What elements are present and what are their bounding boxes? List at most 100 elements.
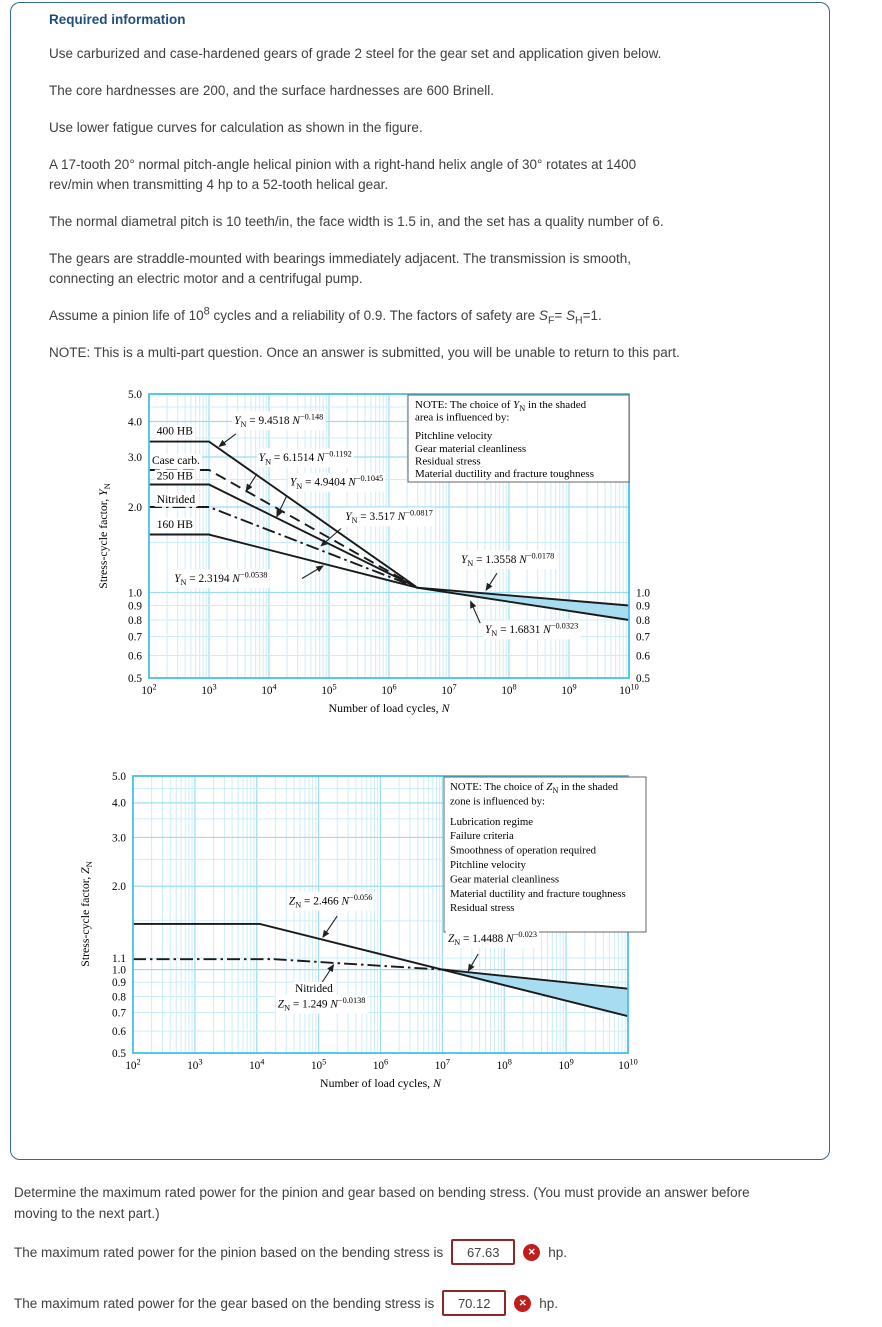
svg-text:1010: 1010 [619, 682, 638, 697]
svg-text:160 HB: 160 HB [157, 519, 193, 531]
pinion-unit-label: hp. [548, 1244, 568, 1260]
svg-text:1010: 1010 [618, 1057, 637, 1072]
svg-text:YN = 3.517 N−0.0817: YN = 3.517 N−0.0817 [345, 508, 433, 525]
problem-paragraph: The gears are straddle-mounted with bear… [49, 251, 632, 286]
svg-text:250 HB: 250 HB [157, 470, 193, 482]
gear-answer-row: The maximum rated power for the gear bas… [14, 1290, 876, 1316]
svg-text:Smoothness of operation requir: Smoothness of operation required [450, 845, 597, 857]
problem-paragraph: A 17-tooth 20° normal pitch-angle helica… [49, 157, 637, 192]
svg-text:Case carb.: Case carb. [152, 455, 200, 467]
svg-text:YN = 2.3194 N−0.0538: YN = 2.3194 N−0.0538 [174, 570, 267, 587]
svg-text:YN = 9.4518 N−0.148: YN = 9.4518 N−0.148 [234, 412, 323, 429]
incorrect-icon: ✕ [523, 1243, 541, 1261]
svg-text:YN = 1.6831 N−0.0323: YN = 1.6831 N−0.0323 [485, 621, 578, 638]
gear-answer-label: The maximum rated power for the gear bas… [14, 1295, 435, 1311]
gear-unit-label: hp. [539, 1295, 559, 1311]
svg-text:Number of load cycles, N: Number of load cycles, N [320, 1076, 442, 1090]
problem-paragraph: The core hardnesses are 200, and the sur… [49, 83, 495, 98]
svg-text:0.5: 0.5 [636, 673, 650, 685]
svg-text:Failure criteria: Failure criteria [450, 830, 514, 842]
svg-text:Gear material cleanliness: Gear material cleanliness [415, 443, 526, 455]
problem-paragraph: Assume a pinion life of 108 cycles and a… [49, 305, 602, 327]
problem-statement: Required information Use carburized and … [49, 12, 797, 380]
svg-text:4.0: 4.0 [128, 416, 142, 428]
svg-text:Pitchline velocity: Pitchline velocity [415, 430, 493, 442]
gear-answer-input[interactable] [442, 1290, 507, 1316]
svg-text:Material ductility and fractur: Material ductility and fracture toughnes… [415, 468, 594, 480]
svg-text:Stress-cycle factor, ZN: Stress-cycle factor, ZN [78, 861, 94, 966]
pinion-answer-input[interactable] [451, 1239, 516, 1265]
svg-text:0.8: 0.8 [128, 615, 142, 627]
svg-text:area is influenced by:: area is influenced by: [415, 412, 509, 424]
svg-text:0.6: 0.6 [128, 650, 142, 662]
svg-text:Gear material cleanliness: Gear material cleanliness [450, 873, 559, 885]
svg-text:Nitrided: Nitrided [157, 494, 196, 506]
pinion-answer-row: The maximum rated power for the pinion b… [14, 1239, 876, 1265]
svg-text:YN = 6.1514 N−0.1192: YN = 6.1514 N−0.1192 [259, 450, 352, 467]
pitting-stress-cycle-factor-chart: NOTE: The choice of ZN in the shadedzone… [78, 771, 647, 1090]
svg-text:1.1: 1.1 [112, 953, 126, 965]
svg-text:4.0: 4.0 [112, 798, 126, 810]
svg-text:106: 106 [381, 682, 396, 697]
svg-text:108: 108 [501, 682, 516, 697]
svg-text:107: 107 [441, 682, 456, 697]
svg-text:0.6: 0.6 [112, 1026, 126, 1038]
svg-text:107: 107 [435, 1057, 450, 1072]
svg-text:400 HB: 400 HB [157, 426, 193, 438]
svg-text:106: 106 [373, 1057, 388, 1072]
svg-text:0.7: 0.7 [128, 631, 142, 643]
svg-text:3.0: 3.0 [128, 452, 142, 464]
svg-text:0.9: 0.9 [112, 977, 126, 989]
svg-text:0.5: 0.5 [128, 673, 142, 685]
svg-text:108: 108 [497, 1057, 512, 1072]
svg-text:102: 102 [141, 682, 156, 697]
svg-text:Stress-cycle factor, YN: Stress-cycle factor, YN [96, 483, 112, 588]
svg-text:0.7: 0.7 [636, 631, 650, 643]
svg-text:Nitrided: Nitrided [295, 983, 333, 995]
pinion-answer-label: The maximum rated power for the pinion b… [14, 1244, 444, 1260]
problem-paragraph: NOTE: This is a multi-part question. Onc… [49, 345, 680, 360]
svg-text:NOTE: The choice of ZN in th: NOTE: The choice of ZN in the shaded [450, 781, 619, 795]
svg-text:YN = 4.9404 N−0.1045: YN = 4.9404 N−0.1045 [290, 474, 383, 491]
svg-text:Number of load cycles, N: Number of load cycles, N [329, 701, 451, 715]
svg-text:103: 103 [187, 1057, 202, 1072]
svg-text:Pitchline velocity: Pitchline velocity [450, 859, 526, 871]
svg-text:1.0: 1.0 [112, 964, 126, 976]
svg-text:ZN = 1.249 N−0.0138: ZN = 1.249 N−0.0138 [278, 996, 366, 1013]
svg-text:0.7: 0.7 [112, 1007, 126, 1019]
svg-text:104: 104 [249, 1057, 265, 1072]
required-information-card: Required information Use carburized and … [10, 2, 830, 1160]
svg-text:103: 103 [201, 682, 216, 697]
svg-text:3.0: 3.0 [112, 832, 126, 844]
problem-paragraph: The normal diametral pitch is 10 teeth/i… [49, 214, 664, 229]
svg-text:0.9: 0.9 [128, 600, 142, 612]
problem-paragraph: Use carburized and case-hardened gears o… [49, 46, 662, 61]
svg-text:0.6: 0.6 [636, 650, 650, 662]
svg-text:0.8: 0.8 [636, 615, 650, 627]
svg-text:104: 104 [261, 682, 277, 697]
svg-text:1.0: 1.0 [636, 587, 650, 599]
card-title: Required information [49, 12, 186, 27]
svg-text:5.0: 5.0 [128, 389, 142, 401]
svg-text:1.0: 1.0 [128, 587, 142, 599]
svg-text:Material ductility and fractur: Material ductility and fracture toughnes… [450, 888, 626, 900]
svg-text:109: 109 [558, 1057, 573, 1072]
svg-text:102: 102 [125, 1057, 140, 1072]
svg-text:Lubrication regime: Lubrication regime [450, 816, 533, 828]
problem-paragraph: Use lower fatigue curves for calculation… [49, 120, 423, 135]
question-section: Determine the maximum rated power for th… [14, 1182, 876, 1327]
svg-text:105: 105 [321, 682, 336, 697]
question-prompt: Determine the maximum rated power for th… [14, 1185, 750, 1221]
svg-text:109: 109 [561, 682, 576, 697]
svg-text:ZN = 1.4488 N−0.023: ZN = 1.4488 N−0.023 [448, 930, 537, 947]
bending-stress-cycle-factor-chart: NOTE: The choice of YN in the shadedarea… [96, 389, 650, 715]
svg-text:zone is influenced by:: zone is influenced by: [450, 795, 545, 807]
svg-text:Residual stress: Residual stress [415, 455, 481, 467]
svg-text:105: 105 [311, 1057, 326, 1072]
svg-text:YN = 1.3558 N−0.0178: YN = 1.3558 N−0.0178 [461, 551, 554, 568]
svg-text:5.0: 5.0 [112, 771, 126, 783]
svg-text:ZN = 2.466 N−0.056: ZN = 2.466 N−0.056 [289, 893, 372, 910]
incorrect-icon: ✕ [514, 1294, 532, 1312]
svg-text:Residual stress: Residual stress [450, 902, 514, 914]
